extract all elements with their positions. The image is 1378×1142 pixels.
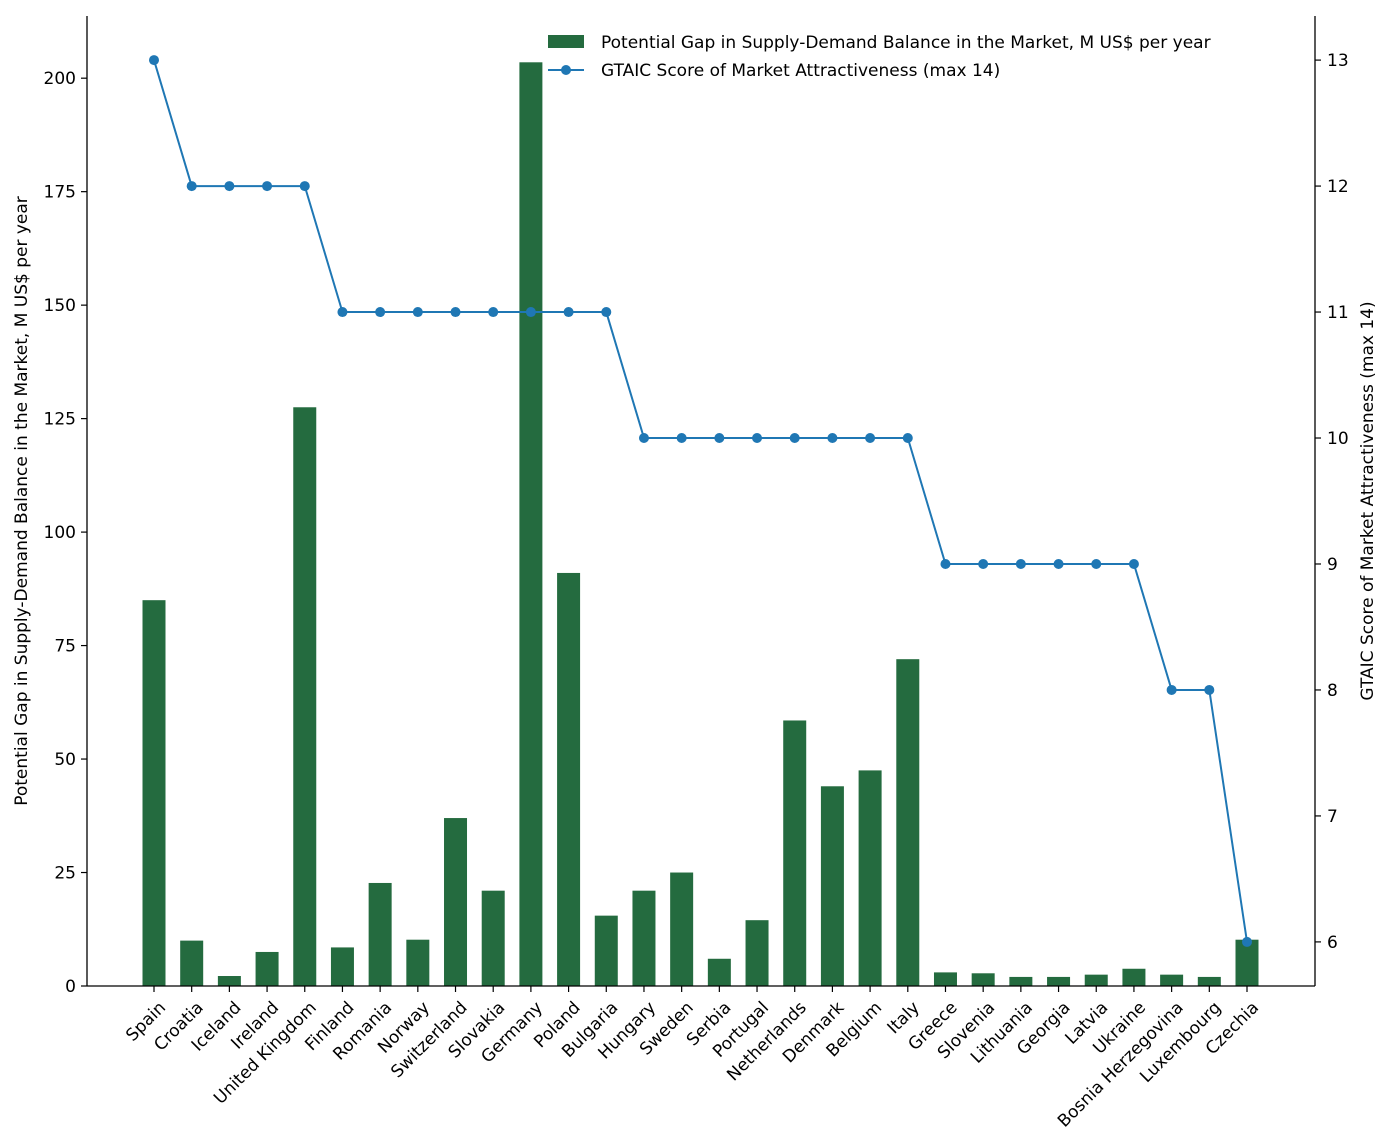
bar-belgium [858,770,882,986]
legend-line-label: GTAIC Score of Market Attractiveness (ma… [601,61,1000,81]
score-point-sweden [676,433,687,444]
legend-line-marker [561,65,571,75]
bar-series [142,62,1259,987]
score-point-bulgaria [601,307,612,318]
score-point-netherlands [789,433,800,444]
score-point-ukraine [1128,558,1139,569]
bar-poland [557,572,581,986]
bar-italy [896,659,920,986]
y2-tick-label: 7 [1327,807,1338,827]
y-tick-label: 200 [44,69,76,89]
score-point-italy [902,433,913,444]
score-point-georgia [1053,558,1064,569]
line-series [149,55,1252,947]
bar-luxembourg [1197,976,1221,986]
bar-bosnia-herzegovina [1160,974,1184,986]
score-point-belgium [865,433,876,444]
y2-axis-label: GTAIC Score of Market Attractiveness (ma… [1358,301,1378,700]
bar-lithuania [1009,976,1033,986]
score-point-denmark [827,433,838,444]
bar-portugal [745,920,769,986]
bar-serbia [707,958,731,986]
y2-tick-label: 9 [1327,555,1338,575]
bar-croatia [180,940,204,986]
bar-czechia [1235,939,1259,986]
score-point-spain [149,55,159,66]
y-tick-label: 25 [54,864,76,884]
bar-germany [519,62,543,987]
bar-bulgaria [594,915,618,986]
bar-norway [406,939,430,986]
score-point-ireland [262,181,273,192]
bar-finland [330,947,354,986]
score-point-bosnia-herzegovina [1166,684,1177,695]
y-tick-label: 125 [44,410,76,430]
score-point-romania [375,307,386,318]
score-point-portugal [752,433,763,444]
score-point-united-kingdom [299,181,310,192]
axes [86,16,1316,987]
bar-switzerland [444,818,468,986]
y2-tick-label: 11 [1327,303,1349,323]
bar-sweden [670,872,694,986]
y-tick-label: 75 [54,637,76,657]
y-tick-label: 0 [65,977,76,997]
score-point-germany [525,307,536,318]
legend: Potential Gap in Supply-Demand Balance i… [548,33,1211,81]
score-point-hungary [638,433,649,444]
score-point-switzerland [450,307,461,318]
score-point-greece [940,558,951,569]
score-point-slovenia [978,558,989,569]
score-point-lithuania [1015,558,1026,569]
bar-latvia [1084,974,1108,986]
bar-iceland [217,976,241,986]
bar-ukraine [1122,968,1146,986]
score-line [153,59,1248,943]
y-tick-label: 150 [44,296,76,316]
bar-slovenia [971,973,995,986]
y-axis-ticks: 0 25 50 75 100 125 150 175 200 [44,69,87,997]
y-tick-label: 175 [44,183,76,203]
score-point-czechia [1242,936,1252,947]
bar-netherlands [783,720,807,986]
bar-denmark [820,786,844,986]
y2-axis-ticks: 6 7 8 9 10 11 12 13 [1315,51,1349,953]
score-point-poland [563,307,574,318]
y2-tick-label: 6 [1327,933,1338,953]
score-point-iceland [224,181,235,192]
score-point-slovakia [488,307,499,318]
bar-spain [142,600,166,986]
score-point-luxembourg [1204,684,1215,695]
score-point-latvia [1091,558,1102,569]
bar-romania [368,882,392,986]
score-point-serbia [714,433,725,444]
y-tick-label: 100 [44,523,76,543]
y2-tick-label: 13 [1327,51,1349,71]
y2-tick-label: 12 [1327,177,1349,197]
bar-georgia [1047,976,1071,986]
bar-hungary [632,890,656,986]
bar-united-kingdom [293,407,317,986]
score-point-finland [337,307,348,318]
score-point-norway [412,307,423,318]
y-tick-label: 50 [54,750,76,770]
bar-slovakia [481,890,505,986]
legend-bar-swatch [548,35,584,48]
y2-tick-label: 8 [1327,681,1338,701]
y2-tick-label: 10 [1327,429,1349,449]
bar-greece [933,972,957,986]
bar-ireland [255,951,279,986]
score-point-croatia [186,181,197,192]
y-axis-label: Potential Gap in Supply-Demand Balance i… [12,196,32,806]
legend-bar-label: Potential Gap in Supply-Demand Balance i… [601,33,1211,53]
